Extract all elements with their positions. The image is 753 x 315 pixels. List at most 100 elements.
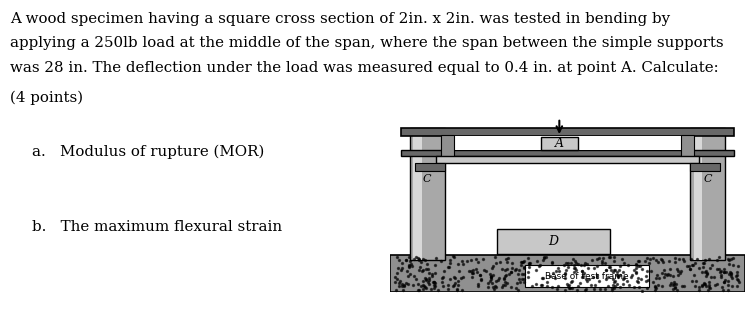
Point — [470, 256, 482, 261]
Point — [703, 257, 715, 262]
Point — [522, 256, 534, 261]
Point — [700, 281, 712, 286]
Point — [499, 274, 511, 279]
Point — [636, 276, 648, 281]
Point — [623, 282, 636, 287]
Point — [640, 274, 652, 279]
Point — [684, 267, 696, 272]
Point — [536, 275, 548, 280]
Point — [512, 271, 524, 276]
Point — [505, 284, 517, 289]
Bar — [445, 136, 690, 151]
Point — [499, 280, 511, 285]
Point — [523, 262, 535, 267]
Point — [611, 273, 623, 278]
Point — [612, 273, 624, 278]
Point — [602, 283, 614, 288]
Point — [606, 286, 618, 291]
Point — [725, 274, 737, 279]
Point — [480, 268, 492, 273]
Point — [547, 270, 559, 275]
Point — [611, 270, 623, 275]
Point — [485, 273, 497, 278]
Bar — [441, 135, 454, 157]
Point — [636, 288, 648, 293]
Point — [700, 284, 712, 289]
Point — [503, 271, 515, 276]
Point — [625, 274, 637, 279]
Point — [678, 283, 691, 288]
Point — [722, 288, 734, 293]
Point — [697, 281, 709, 286]
Point — [591, 272, 603, 277]
Point — [633, 259, 645, 264]
Point — [677, 256, 689, 261]
Point — [447, 254, 459, 259]
Text: was 28 in. The deflection under the load was measured equal to 0.4 in. at point : was 28 in. The deflection under the load… — [10, 61, 718, 75]
Point — [453, 279, 465, 284]
Point — [606, 277, 618, 282]
Point — [546, 260, 558, 265]
Point — [566, 261, 578, 266]
Point — [404, 265, 416, 270]
Point — [428, 285, 441, 290]
Point — [456, 259, 468, 264]
Point — [474, 277, 486, 282]
Point — [691, 257, 703, 262]
Point — [518, 266, 530, 271]
Point — [442, 286, 454, 291]
Point — [410, 254, 422, 259]
Point — [486, 281, 498, 286]
Bar — [410, 128, 445, 260]
Point — [703, 284, 715, 289]
Point — [423, 281, 435, 286]
Point — [683, 263, 695, 268]
Point — [489, 287, 501, 292]
Point — [422, 275, 434, 280]
Point — [437, 284, 450, 289]
Point — [393, 257, 405, 262]
Point — [726, 275, 738, 280]
Point — [681, 264, 694, 269]
Point — [578, 273, 590, 278]
Point — [582, 266, 594, 271]
Point — [422, 270, 434, 275]
Point — [490, 284, 502, 289]
Point — [641, 256, 653, 261]
Point — [566, 280, 578, 285]
Point — [656, 283, 668, 288]
Point — [569, 265, 581, 270]
Point — [401, 268, 413, 273]
Point — [420, 286, 432, 291]
Point — [396, 260, 408, 265]
Point — [486, 284, 498, 289]
Point — [684, 267, 697, 272]
Point — [566, 279, 578, 284]
Point — [518, 280, 530, 285]
Point — [562, 283, 574, 288]
Point — [657, 259, 669, 264]
Point — [715, 269, 727, 274]
Point — [697, 284, 709, 289]
Point — [668, 280, 680, 285]
Point — [730, 273, 742, 278]
Point — [649, 288, 661, 293]
Point — [650, 285, 662, 290]
Point — [489, 255, 501, 260]
Point — [493, 259, 505, 264]
Point — [600, 276, 612, 281]
Point — [605, 255, 617, 260]
Point — [398, 283, 410, 288]
Point — [642, 278, 654, 283]
Point — [586, 258, 598, 263]
Point — [603, 264, 615, 269]
Point — [467, 271, 479, 276]
Point — [608, 267, 620, 272]
Point — [699, 269, 711, 274]
Point — [444, 265, 456, 270]
Point — [572, 262, 584, 267]
Point — [724, 270, 736, 275]
Point — [465, 257, 477, 262]
Point — [697, 260, 709, 265]
Point — [516, 263, 528, 268]
